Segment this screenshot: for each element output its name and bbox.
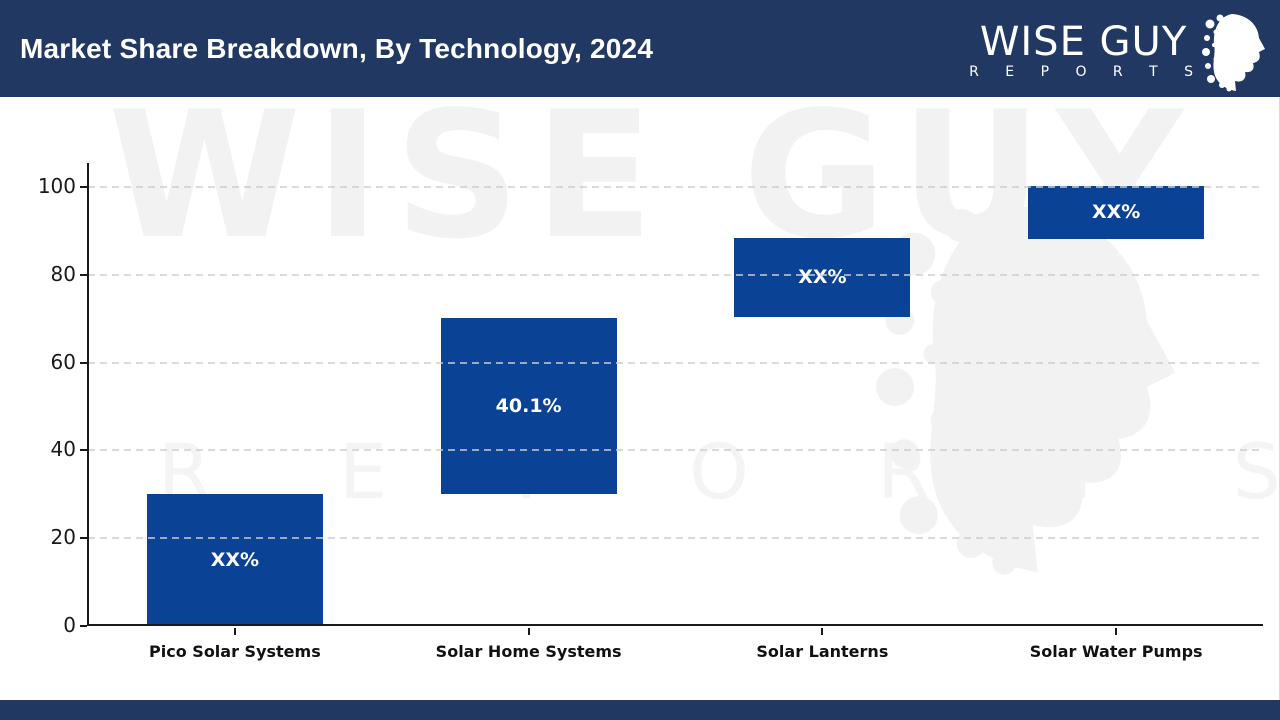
- chart-area: WISE GUY R E P O R T S 0 20 40 60 80 100 XX% Pi…: [0, 75, 1280, 700]
- x-category-label: Solar Home Systems: [435, 642, 622, 661]
- logo-wordmark: WISE GUY: [979, 19, 1188, 65]
- bar-value-label: XX%: [798, 266, 847, 289]
- y-tick-label: 20: [50, 525, 76, 550]
- y-tick-mark: [80, 449, 87, 452]
- header-bar: Market Share Breakdown, By Technology, 2…: [0, 0, 1280, 97]
- bar-value-label: 40.1%: [495, 395, 562, 418]
- bar: XX%: [734, 237, 911, 317]
- y-gridline: [88, 449, 1263, 452]
- y-tick-mark: [80, 625, 87, 627]
- y-tick-label: 100: [37, 174, 76, 198]
- y-tick-label: 0: [63, 613, 76, 637]
- y-tick-label: 80: [50, 261, 76, 286]
- bar: XX%: [1028, 186, 1205, 239]
- y-tick-mark: [80, 186, 87, 188]
- bar: 40.1%: [440, 318, 617, 495]
- x-axis-spine: [87, 624, 1263, 626]
- x-tick-mark: [1115, 628, 1118, 635]
- bar-value-label: XX%: [1091, 201, 1141, 224]
- x-tick-mark: [527, 628, 530, 635]
- bar-value-label: XX%: [210, 549, 260, 572]
- page-title: Market Share Breakdown, By Technology, 2…: [20, 32, 654, 64]
- watermark-face-icon: [876, 206, 1176, 575]
- x-tick-mark: [233, 628, 236, 635]
- x-category-label: Solar Water Pumps: [1029, 642, 1203, 661]
- logo-text: WISE GUY R E P O R T S: [963, 22, 1204, 80]
- y-tick-label: 40: [50, 437, 76, 462]
- y-axis-spine: [87, 163, 89, 626]
- x-category-label: Pico Solar Systems: [149, 642, 321, 661]
- bar: XX%: [146, 494, 323, 626]
- y-tick-label: 60: [50, 349, 76, 374]
- x-category-label: Solar Lanterns: [756, 642, 889, 661]
- y-gridline: [88, 186, 1263, 188]
- logo-face-icon: [1202, 14, 1265, 92]
- footer-bar: [0, 700, 1280, 720]
- y-gridline: [88, 537, 1263, 540]
- y-gridline: [88, 361, 1263, 364]
- logo-subtitle: R E P O R T S: [969, 64, 1204, 80]
- y-tick-mark: [80, 273, 87, 276]
- wise-guy-reports-logo: WISE GUY R E P O R T S: [969, 8, 1266, 92]
- y-tick-mark: [80, 361, 87, 364]
- x-tick-mark: [821, 628, 824, 635]
- y-gridline: [88, 273, 1263, 276]
- y-tick-mark: [80, 537, 87, 540]
